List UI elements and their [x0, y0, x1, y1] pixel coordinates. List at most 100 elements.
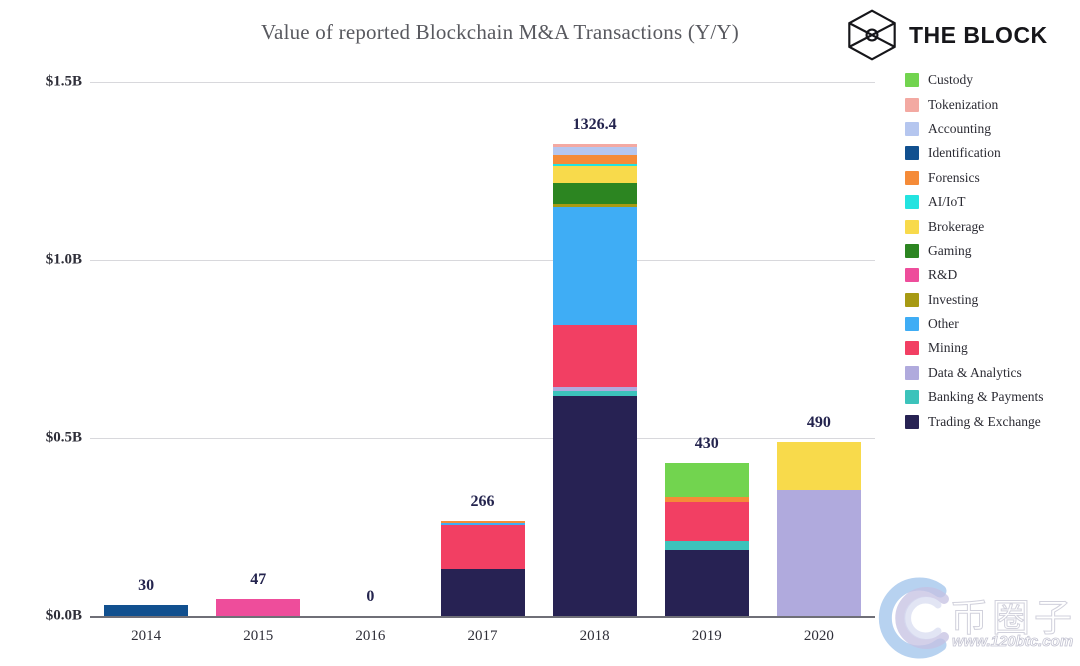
legend-item[interactable]: Tokenization	[905, 92, 1080, 116]
legend-swatch-icon	[905, 97, 919, 112]
legend-swatch-icon	[905, 317, 919, 332]
legend-item[interactable]: Trading & Exchange	[905, 409, 1080, 433]
legend-swatch-icon	[905, 341, 919, 356]
y-axis: $0.0B $0.5B $1.0B $1.5B	[10, 74, 82, 624]
y-axis-tick-label: $0.5B	[45, 429, 82, 446]
bar-group[interactable]: 30 2014	[104, 82, 189, 644]
legend-item-label: Identification	[928, 145, 1001, 161]
gridline	[90, 616, 875, 617]
legend-item[interactable]: Forensics	[905, 166, 1080, 190]
legend-item[interactable]: Gaming	[905, 239, 1080, 263]
y-axis-tick-label: $0.0B	[45, 607, 82, 624]
bar-segment[interactable]	[216, 599, 301, 616]
x-axis-tick-label: 2018	[579, 628, 610, 644]
bar-segment[interactable]	[552, 324, 637, 388]
stacked-bar[interactable]	[104, 605, 189, 616]
legend-item-label: Banking & Payments	[928, 389, 1044, 405]
legend-swatch-icon	[905, 73, 919, 88]
legend-swatch-icon	[905, 146, 919, 161]
legend-item[interactable]: Investing	[905, 288, 1080, 312]
bar-value-label: 266	[470, 493, 495, 511]
legend-item[interactable]: Brokerage	[905, 214, 1080, 238]
brand-name: THE BLOCK	[909, 21, 1048, 48]
bar-segment[interactable]	[552, 147, 637, 156]
bar-segment[interactable]	[104, 605, 189, 616]
hexagon-block-logo-icon	[845, 8, 899, 62]
bar-segment[interactable]	[552, 183, 637, 205]
gridline	[90, 260, 875, 261]
bar-segment[interactable]	[552, 207, 637, 325]
stacked-bar[interactable]	[216, 599, 301, 616]
brand-logo: THE BLOCK	[845, 8, 1048, 62]
legend-item[interactable]: Custody	[905, 68, 1080, 92]
bar-value-label: 0	[366, 588, 375, 605]
bar-segment[interactable]	[552, 165, 637, 184]
legend-item-label: AI/IoT	[928, 194, 966, 210]
bar-segment[interactable]	[664, 549, 749, 616]
bar-value-label: 490	[806, 413, 831, 431]
legend-swatch-icon	[905, 292, 919, 307]
bar-group[interactable]: 47 2015	[216, 82, 301, 644]
legend-swatch-icon	[905, 170, 919, 185]
bar-segment[interactable]	[440, 569, 525, 616]
legend-swatch-icon	[905, 414, 919, 429]
bar-segment[interactable]	[552, 143, 637, 148]
bar-group[interactable]: 490 2020	[776, 82, 861, 644]
legend-item-label: Brokerage	[928, 218, 985, 234]
bar-segment[interactable]	[776, 489, 861, 616]
y-axis-tick-label: $1.5B	[45, 73, 82, 90]
bar-segment[interactable]	[552, 204, 637, 208]
stacked-bar[interactable]	[664, 462, 749, 616]
x-axis-tick-label: 2017	[467, 628, 498, 644]
stacked-bar[interactable]	[552, 143, 637, 616]
bar-segment[interactable]	[440, 521, 525, 523]
x-axis-line	[90, 616, 875, 618]
chart-legend: Custody Tokenization Accounting Identificat…	[905, 68, 1080, 434]
legend-swatch-icon	[905, 365, 919, 380]
legend-item[interactable]: Banking & Payments	[905, 385, 1080, 409]
bar-segment[interactable]	[664, 502, 749, 541]
gridline	[90, 438, 875, 439]
watermark: 币圈子 www.120btc.com	[878, 575, 1078, 665]
watermark-url: www.120btc.com	[952, 633, 1074, 651]
bar-segment[interactable]	[552, 395, 637, 616]
legend-item-label: Data & Analytics	[928, 364, 1022, 380]
bar-segment[interactable]	[664, 540, 749, 550]
legend-item[interactable]: R&D	[905, 263, 1080, 287]
legend-item-label: R&D	[928, 267, 958, 283]
legend-item[interactable]: Accounting	[905, 117, 1080, 141]
legend-item[interactable]: AI/IoT	[905, 190, 1080, 214]
legend-item-label: Investing	[928, 291, 979, 307]
legend-swatch-icon	[905, 219, 919, 234]
bar-segment[interactable]	[552, 387, 637, 391]
bar-group[interactable]: 0 2016	[328, 82, 412, 644]
chart-title: Value of reported Blockchain M&A Transac…	[261, 20, 739, 44]
bar-segment[interactable]	[552, 163, 637, 166]
swirl-watermark-icon	[878, 577, 949, 659]
legend-item-label: Trading & Exchange	[928, 413, 1041, 429]
bar-value-label: 1326.4	[572, 115, 617, 133]
bar-segment[interactable]	[440, 524, 525, 570]
x-axis-tick-label: 2015	[243, 628, 274, 644]
gridline	[90, 82, 875, 83]
bar-segment[interactable]	[776, 441, 861, 490]
bar-group[interactable]: 430 2019	[664, 82, 749, 644]
legend-item-label: Mining	[928, 340, 968, 356]
stacked-bar[interactable]	[776, 441, 861, 616]
bar-segment[interactable]	[440, 522, 525, 525]
bar-group[interactable]: 1326.4 2018	[552, 82, 637, 644]
legend-item[interactable]: Mining	[905, 336, 1080, 360]
legend-item-label: Custody	[928, 72, 974, 88]
legend-item[interactable]: Data & Analytics	[905, 361, 1080, 385]
bar-segment[interactable]	[664, 462, 749, 498]
bar-segment[interactable]	[552, 155, 637, 164]
legend-item[interactable]: Other	[905, 312, 1080, 336]
legend-swatch-icon	[905, 268, 919, 283]
bar-segment[interactable]	[664, 497, 749, 503]
legend-item[interactable]: Identification	[905, 141, 1080, 165]
bar-segment[interactable]	[552, 390, 637, 396]
legend-swatch-icon	[905, 195, 919, 210]
stacked-bar[interactable]	[440, 521, 525, 616]
bar-group[interactable]: 266 2017	[440, 82, 525, 644]
x-axis-tick-label: 2019	[691, 628, 722, 644]
